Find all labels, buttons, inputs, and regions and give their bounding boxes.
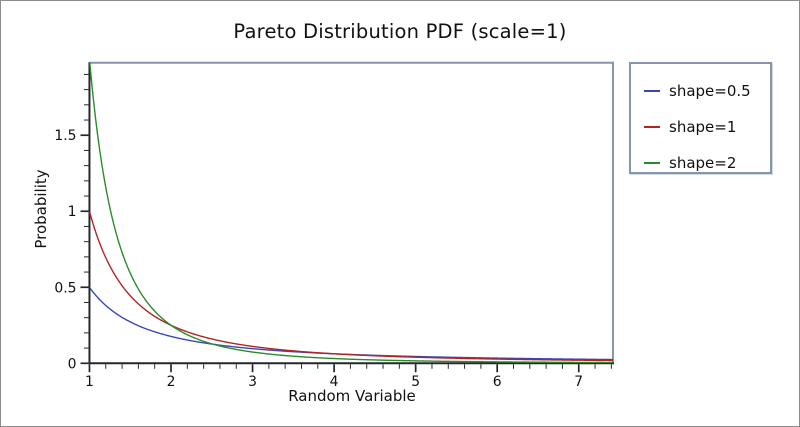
legend-item: shape=2 bbox=[631, 145, 770, 181]
legend-label: shape=1 bbox=[669, 118, 737, 136]
x-tick-label: 3 bbox=[248, 374, 257, 390]
x-tick-label: 7 bbox=[574, 374, 583, 390]
y-tick-label: 1.5 bbox=[54, 128, 76, 144]
legend-swatch-line-icon bbox=[644, 126, 660, 128]
legend-label: shape=0.5 bbox=[669, 82, 751, 100]
series-curve-shape=2 bbox=[89, 62, 613, 364]
legend-swatch-line-icon bbox=[644, 162, 660, 164]
x-tick-label: 6 bbox=[493, 374, 502, 390]
x-axis-label: Random Variable bbox=[288, 387, 416, 405]
x-tick-label: 4 bbox=[330, 374, 339, 390]
y-tick-label: 0.5 bbox=[54, 280, 76, 296]
legend-item: shape=1 bbox=[631, 109, 770, 145]
series-curve-shape=1 bbox=[89, 211, 613, 362]
x-tick-label: 2 bbox=[167, 374, 176, 390]
chart-title: Pareto Distribution PDF (scale=1) bbox=[233, 20, 567, 43]
legend-item: shape=0.5 bbox=[631, 73, 770, 109]
legend-box: shape=0.5 shape=1 shape=2 bbox=[629, 62, 772, 174]
y-axis-label: Probability bbox=[32, 169, 50, 249]
legend-label: shape=2 bbox=[669, 154, 737, 172]
x-tick-label: 1 bbox=[85, 374, 94, 390]
y-tick-label: 0 bbox=[68, 356, 77, 372]
legend-swatch-line-icon bbox=[644, 90, 660, 92]
x-tick-label: 5 bbox=[411, 374, 420, 390]
y-tick-label: 1 bbox=[68, 204, 77, 220]
